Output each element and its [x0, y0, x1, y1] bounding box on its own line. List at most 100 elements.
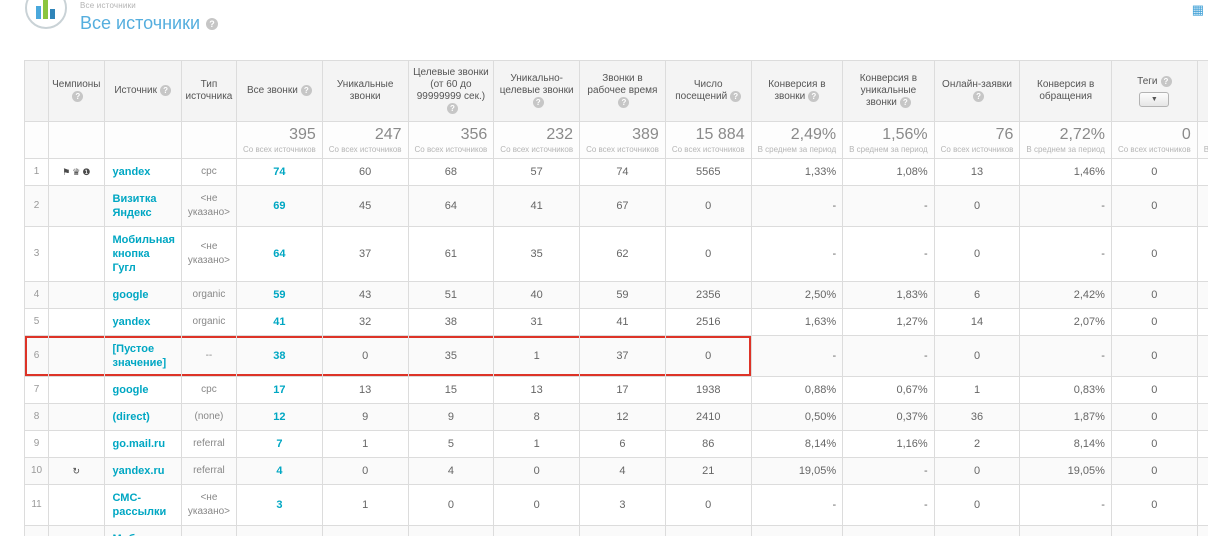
source-link[interactable]: yandex — [112, 166, 151, 179]
cell-visits: 2356 — [664, 281, 752, 310]
source-link[interactable]: [Пустое значение] — [112, 343, 167, 370]
cell-unique_target_calls: 57 — [493, 158, 581, 187]
cell-source: google — [103, 376, 182, 405]
all-calls-link[interactable]: 12 — [273, 411, 286, 424]
cell-conv_calls: - — [750, 226, 844, 283]
cell-conv_unique: - — [842, 457, 935, 486]
page-title-text: Все источники — [80, 13, 201, 33]
cell-num: 1 — [23, 158, 50, 187]
summary-type — [180, 121, 238, 160]
refresh-icon[interactable]: ↻ — [72, 466, 81, 477]
help-icon[interactable]: ? — [973, 91, 985, 102]
source-link[interactable]: go.mail.ru — [112, 438, 166, 451]
champion-medal-icon[interactable]: ❶ — [82, 167, 91, 178]
help-icon[interactable]: ? — [300, 85, 312, 96]
source-link[interactable]: (direct) — [112, 411, 150, 424]
cell-num: 5 — [23, 308, 50, 337]
table-row: 1 ⚑ ♛ ❶ yandex cpc 74 60 68 57 74 5565 1,33% 1,08% 13 1… — [23, 158, 1208, 187]
all-calls-link[interactable]: 69 — [273, 200, 286, 213]
column-header-label: Тип источника — [185, 79, 233, 103]
help-icon[interactable]: ? — [899, 97, 911, 108]
cell-visits: 0 — [664, 484, 752, 527]
summary-sublabel: Со всех источников — [586, 145, 659, 155]
source-link[interactable]: google — [112, 384, 149, 397]
cell-tags: 0 — [1110, 335, 1198, 378]
summary-online: 76 Со всех источников — [933, 121, 1021, 160]
all-calls-link[interactable]: 38 — [273, 350, 286, 363]
source-link[interactable]: yandex — [112, 316, 151, 329]
tags-filter-button[interactable]: ▼ — [1139, 91, 1170, 107]
cell-worktime_calls: 2 — [579, 525, 666, 536]
help-icon[interactable]: ? — [1160, 75, 1172, 87]
cell-target_calls: 1 — [407, 525, 495, 536]
summary-value: 0 — [1181, 126, 1191, 144]
cell-all_calls: 64 — [236, 226, 323, 283]
summary-sublabel: Со всех источников — [1117, 145, 1191, 155]
all-calls-link[interactable]: 7 — [276, 438, 283, 451]
cell-type: <не указано> — [180, 525, 238, 536]
help-icon[interactable]: ? — [808, 91, 820, 102]
page-title: Все источники ? — [80, 13, 219, 34]
cell-unique_target_calls: 1 — [493, 430, 581, 459]
title-block: Все источники Все источники ? — [80, 1, 219, 34]
summary-value: 356 — [460, 126, 488, 144]
source-link[interactable]: Визитка Яндекс — [112, 193, 157, 220]
cell-num: 8 — [23, 403, 50, 432]
source-link[interactable]: google — [112, 289, 149, 302]
source-link[interactable]: yandex.ru — [112, 465, 165, 478]
cell-all_calls: 12 — [236, 403, 323, 432]
cell-conv_tags: - — [1196, 308, 1208, 337]
cell-target_calls: 15 — [407, 376, 495, 405]
source-link[interactable]: Мобильная кнопка Гугл — [112, 234, 175, 275]
summary-value: 15 884 — [695, 126, 745, 144]
all-calls-link[interactable]: 3 — [276, 499, 283, 512]
cell-type: referral — [180, 430, 238, 459]
champion-flag-icon[interactable]: ⚑ — [62, 167, 71, 178]
cell-visits: 5565 — [664, 158, 752, 187]
cell-all_calls: 59 — [236, 281, 323, 310]
column-header-conv_unique: Конверсия в уникальные звонки? — [842, 59, 935, 123]
cell-source: СМС-рассылки — [103, 484, 182, 527]
all-calls-link[interactable]: 64 — [273, 248, 286, 261]
table-row: 12Мобильная кнопка Общая<не указано>2211… — [23, 525, 1208, 536]
help-icon[interactable]: ? — [72, 91, 84, 102]
source-link[interactable]: Мобильная кнопка Общая — [113, 533, 175, 536]
all-calls-link[interactable]: 74 — [273, 166, 286, 179]
cell-visits: 2410 — [664, 403, 752, 432]
cell-tags: 0 — [1110, 185, 1198, 228]
champion-crown-icon[interactable]: ♛ — [72, 167, 81, 178]
report-header: Все источники Все источники ? ▦ — [0, 0, 1208, 60]
cell-all_calls: 74 — [236, 158, 323, 187]
cell-champions — [48, 484, 105, 527]
summary-sublabel: Со всех источников — [940, 145, 1014, 155]
all-calls-link[interactable]: 4 — [276, 465, 283, 478]
cell-unique_calls: 43 — [321, 281, 409, 310]
cell-online: 14 — [933, 308, 1021, 337]
cell-source: yandex — [103, 158, 182, 187]
cell-worktime_calls: 59 — [579, 281, 666, 310]
cell-target_calls: 51 — [407, 281, 495, 310]
all-calls-link[interactable]: 59 — [273, 289, 286, 302]
summary-row: 395 Со всех источников 247 Со всех источник… — [23, 121, 1208, 160]
help-icon[interactable]: ? — [532, 97, 544, 108]
help-icon[interactable]: ? — [160, 85, 172, 96]
cell-champions — [48, 185, 105, 228]
help-icon[interactable]: ? — [618, 97, 630, 108]
all-calls-link[interactable]: 41 — [273, 316, 286, 329]
summary-value: 247 — [374, 126, 402, 144]
cell-conv_unique: - — [842, 185, 935, 228]
table-settings-icon[interactable]: ▦ — [1191, 2, 1204, 17]
title-help-icon[interactable]: ? — [206, 17, 219, 30]
help-icon[interactable]: ? — [446, 103, 458, 114]
cell-conv_inq: 8,14% — [1019, 430, 1112, 459]
source-link[interactable]: СМС-рассылки — [112, 492, 167, 519]
app-logo — [25, 0, 67, 29]
column-header-unique_calls: Уникальные звонки — [321, 59, 409, 123]
cell-worktime_calls: 41 — [579, 308, 666, 337]
help-icon[interactable]: ? — [730, 91, 742, 102]
all-calls-link[interactable]: 17 — [273, 384, 286, 397]
table-row: 8 (direct) (none) 12 9 9 8 12 2410 0,50% 0,37% 36 1,… — [23, 403, 1208, 432]
cell-champions — [48, 430, 105, 459]
